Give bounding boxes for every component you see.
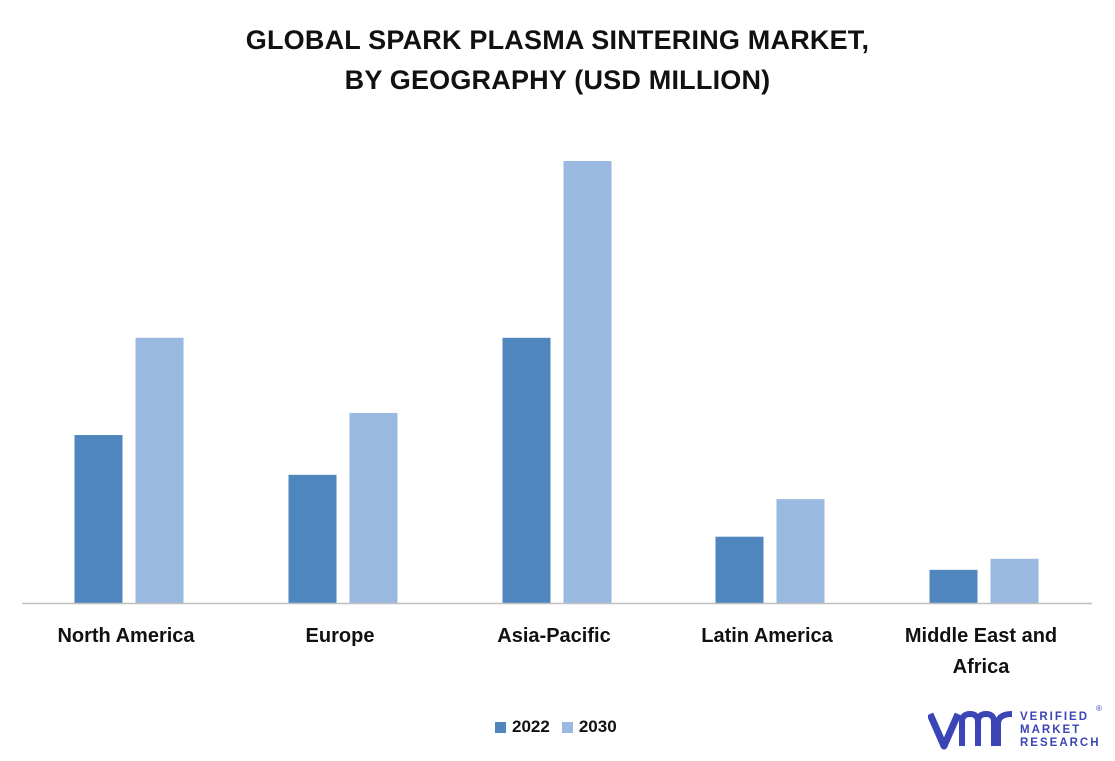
vmr-logo-text: VERIFIED MARKET RESEARCH	[1020, 711, 1101, 750]
bar-2030-middle-east-and-africa	[990, 558, 1039, 603]
bar-2030-north-america	[135, 337, 184, 603]
x-tick-label-north-america: North America	[57, 625, 195, 647]
bar-2022-middle-east-and-africa	[929, 569, 978, 603]
bar-2022-europe	[288, 474, 337, 603]
bar-2030-asia-pacific	[563, 161, 612, 603]
vmr-logo-icon	[926, 710, 1013, 750]
x-tick-label-asia-pacific: Asia-Pacific	[497, 625, 610, 647]
x-tick-label-europe: Europe	[306, 625, 375, 647]
legend-item-2030: 2030	[561, 717, 617, 737]
chart-title-line-1: GLOBAL SPARK PLASMA SINTERING MARKET,	[245, 25, 870, 55]
bar-2022-north-america	[74, 435, 123, 603]
vmr-logo: VERIFIED MARKET RESEARCH ®	[926, 704, 1106, 752]
legend-label-2030: 2030	[578, 717, 617, 736]
legend: 2022 2030	[495, 717, 629, 737]
bar-2022-latin-america	[715, 536, 764, 603]
bar-2022-asia-pacific	[502, 337, 551, 603]
logo-line-2: MARKET	[1020, 724, 1082, 736]
legend-item-2022: 2022	[495, 717, 550, 737]
bar-2030-latin-america	[776, 499, 825, 603]
chart-title: GLOBAL SPARK PLASMA SINTERING MARKET, BY…	[0, 20, 1115, 100]
legend-label-2022: 2022	[512, 717, 550, 736]
legend-swatch-2022	[495, 721, 506, 733]
legend-swatch-2030	[561, 721, 573, 733]
registered-mark: ®	[1096, 704, 1102, 713]
logo-line-1: VERIFIED	[1020, 711, 1090, 723]
bar-chart: North America Europe Asia-Pacific Latin Ame…	[22, 161, 1092, 678]
x-tick-label-latin-america: Latin America	[701, 625, 833, 647]
logo-line-3: RESEARCH	[1020, 737, 1101, 749]
x-tick-label-middle-east-and-africa: Middle East and Africa	[905, 625, 1057, 678]
chart-title-line-2: BY GEOGRAPHY (USD MILLION)	[344, 65, 771, 95]
bar-2030-europe	[349, 412, 398, 603]
